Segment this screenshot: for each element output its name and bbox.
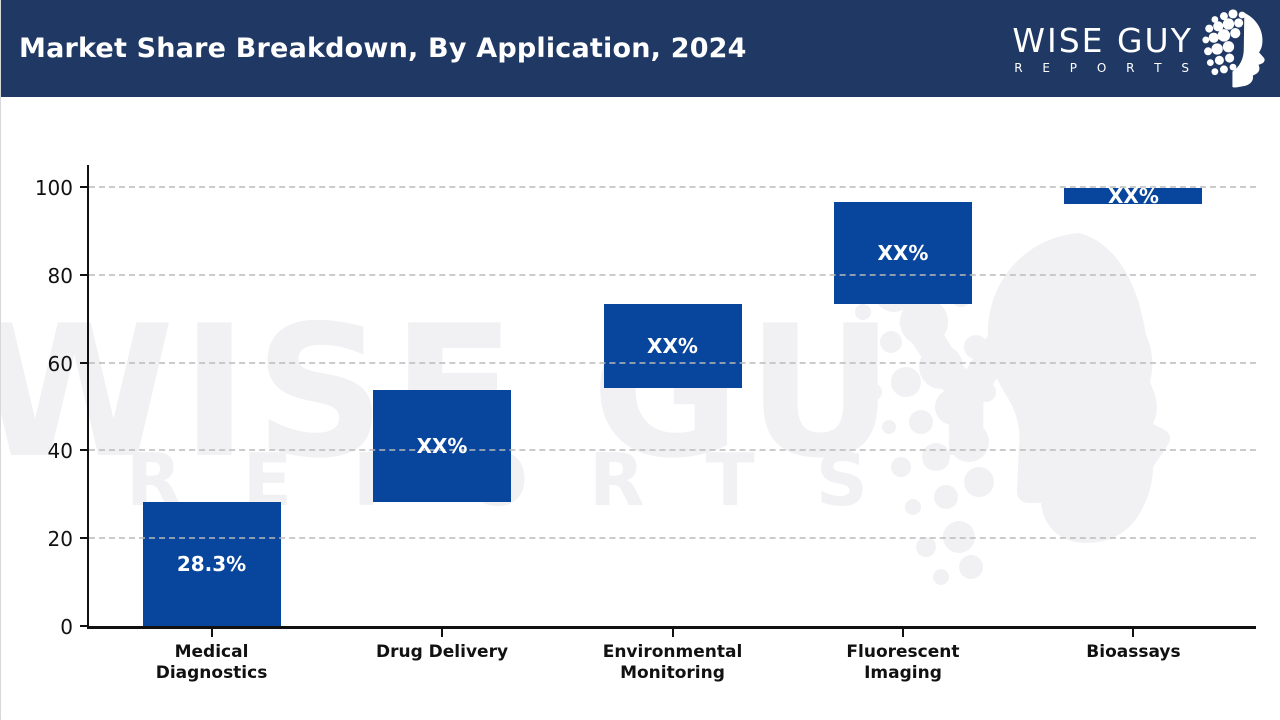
bar-environmental-monitoring: XX% [603,304,742,389]
gridline-60 [89,361,1256,364]
gridline-40 [89,449,1256,452]
wise-guy-logo: WISE GUY R E P O R T S [1008,8,1267,90]
watermark-head-silhouette [987,233,1171,543]
logo-name-label: WISE GUY [1012,20,1193,60]
page-title: Market Share Breakdown, By Application, … [19,33,747,64]
header-bar: Market Share Breakdown, By Application, … [1,0,1280,97]
x-tick-label-fluorescent-imaging: Fluorescent Imaging [846,642,960,683]
x-tick-mark [671,629,674,637]
y-tick-label-100: 100 [34,175,73,200]
y-tick-mark [80,185,89,188]
x-tick-mark [1132,629,1135,637]
y-tick-mark [80,273,89,276]
y-tick-mark [80,361,89,364]
chart-area: WISE GUY R E P O R T S 28.3%XX%XX%XX%XX%… [1,97,1280,720]
bar-value-label: 28.3% [176,551,247,576]
plot-area: 28.3% XX% XX% XX% XX% [87,165,1256,629]
y-tick-mark [80,537,89,540]
y-tick-mark [80,449,89,452]
bar-value-label: XX% [416,433,468,458]
x-tick-label-bioassays: Bioassays [1086,642,1181,662]
gridline-20 [89,537,1256,540]
watermark-line1: WISE GUY [1,286,1038,498]
bar-value-label: XX% [647,334,698,359]
bar-value-label: XX% [877,241,929,266]
bar-medical-diagnostics: 28.3% [142,501,281,626]
logo-sub-label: R E P O R T S [1014,60,1197,75]
bar-drug-delivery: XX% [373,389,512,502]
wise-guy-head-icon [1202,8,1265,88]
bar-fluorescent-imaging: XX% [833,202,972,304]
x-tick-label-drug-delivery: Drug Delivery [375,642,509,662]
x-tick-label-environmental-monitoring: Environmental Monitoring [602,642,743,683]
bar-value-label: XX% [1108,183,1159,208]
y-tick-label-0: 0 [60,615,73,639]
gridline-100 [89,185,1256,188]
y-tick-label-20: 20 [47,527,73,552]
y-tick-label-80: 80 [47,263,73,288]
bar-bioassays: XX% [1064,184,1203,208]
x-tick-label-medical-diagnostics: Medical Diagnostics [155,642,268,683]
y-tick-label-60: 60 [47,351,73,376]
x-tick-mark [901,629,904,637]
x-tick-mark [441,629,444,637]
gridline-80 [89,273,1256,276]
y-tick-label-40: 40 [47,439,73,464]
wise-guy-logo-text: WISE GUY R E P O R T S [1008,24,1197,74]
x-tick-mark [210,629,213,637]
y-tick-mark [80,625,89,627]
